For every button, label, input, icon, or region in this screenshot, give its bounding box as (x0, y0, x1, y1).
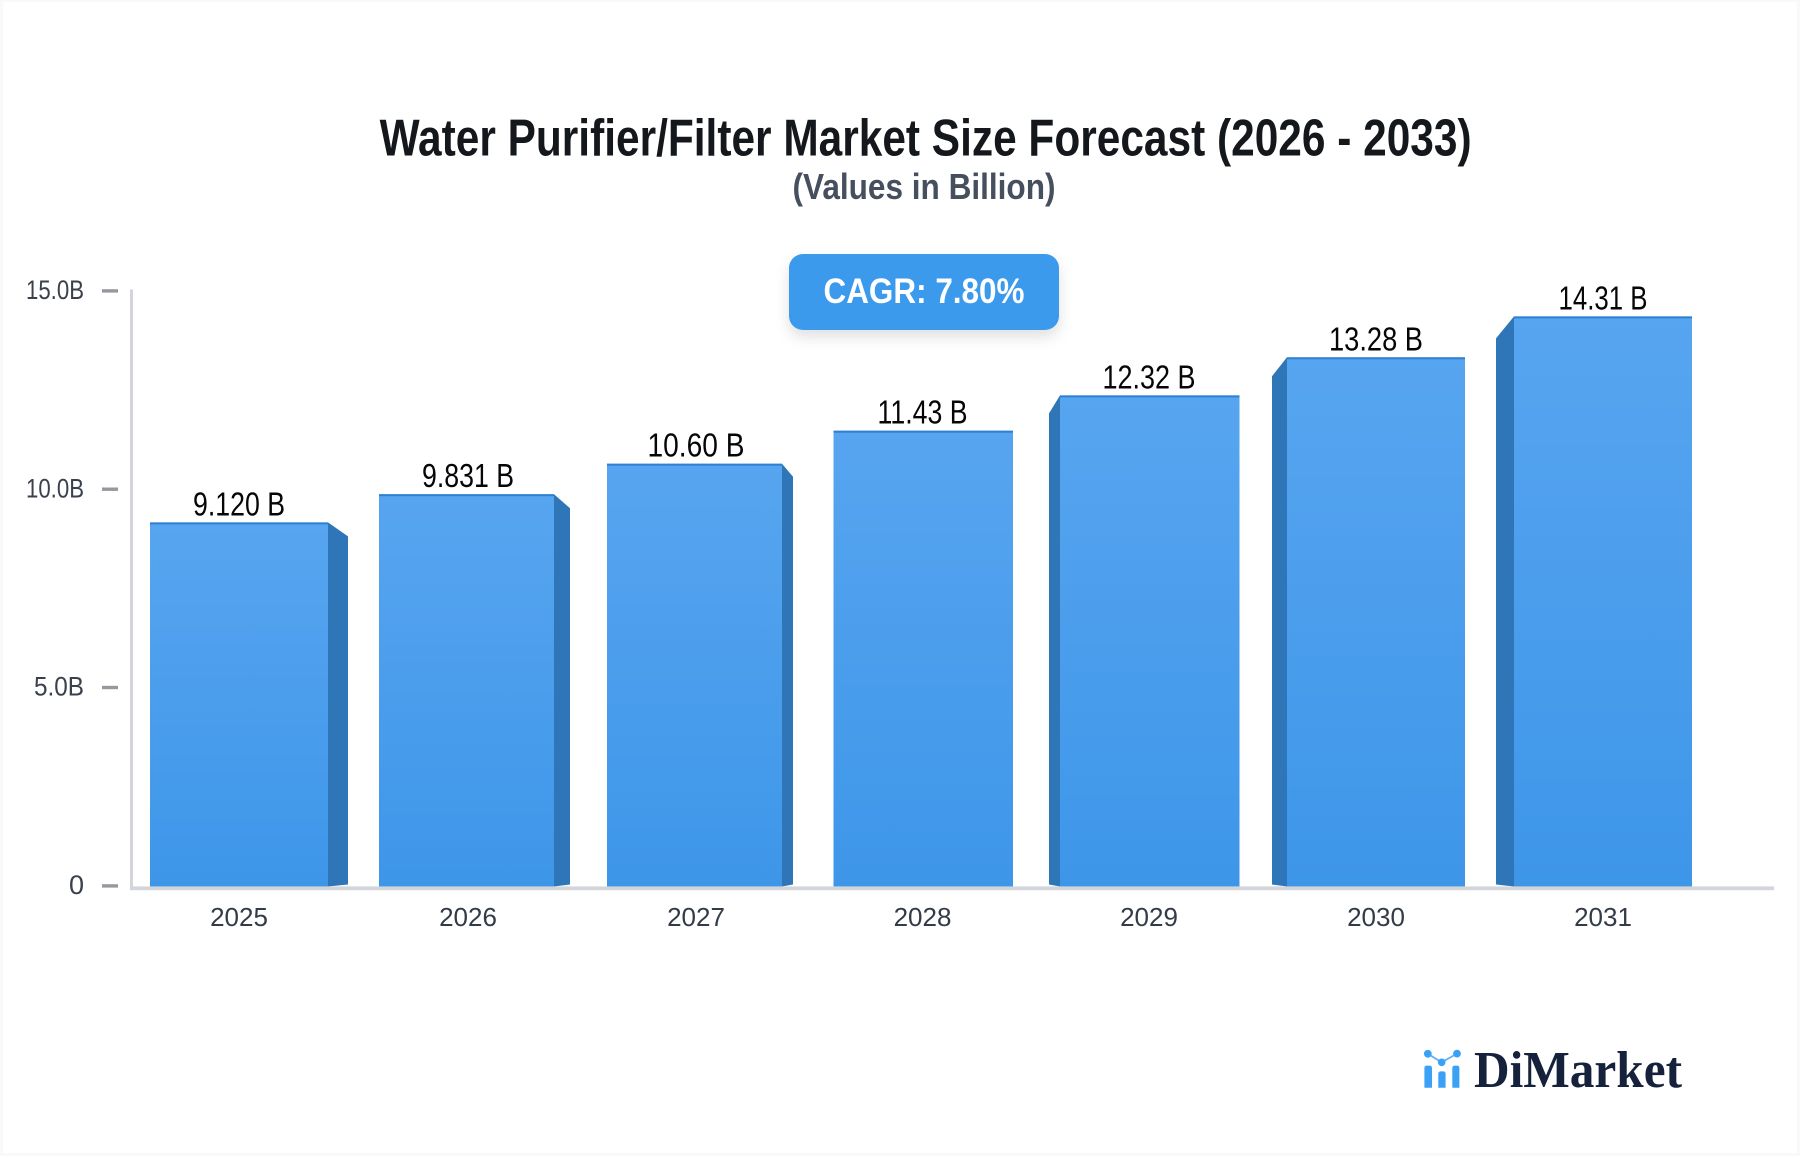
svg-text:(Values in Billion): (Values in Billion) (793, 166, 1056, 207)
svg-text:11.43 B: 11.43 B (878, 394, 968, 431)
svg-text:2029: 2029 (1120, 902, 1178, 932)
svg-text:CAGR: 7.80%: CAGR: 7.80% (824, 272, 1025, 311)
svg-text:2031: 2031 (1574, 902, 1632, 932)
svg-text:Water Purifier/Filter Market S: Water Purifier/Filter Market Size Foreca… (380, 110, 1472, 168)
svg-text:0: 0 (69, 870, 84, 900)
svg-text:2027: 2027 (667, 902, 725, 932)
svg-text:2030: 2030 (1347, 902, 1405, 932)
svg-text:2028: 2028 (894, 902, 952, 932)
svg-text:9.120 B: 9.120 B (193, 485, 285, 522)
svg-text:10.0B: 10.0B (26, 473, 84, 503)
svg-text:2026: 2026 (439, 902, 497, 932)
svg-text:14.31 B: 14.31 B (1559, 279, 1648, 316)
svg-text:2025: 2025 (210, 902, 268, 932)
svg-text:10.60 B: 10.60 B (648, 427, 745, 464)
svg-text:13.28 B: 13.28 B (1329, 320, 1423, 357)
svg-text:DiMarket: DiMarket (1474, 1042, 1683, 1099)
svg-text:9.831 B: 9.831 B (422, 457, 514, 494)
svg-text:15.0B: 15.0B (26, 275, 84, 305)
svg-text:12.32 B: 12.32 B (1103, 358, 1196, 395)
svg-text:5.0B: 5.0B (34, 672, 84, 702)
